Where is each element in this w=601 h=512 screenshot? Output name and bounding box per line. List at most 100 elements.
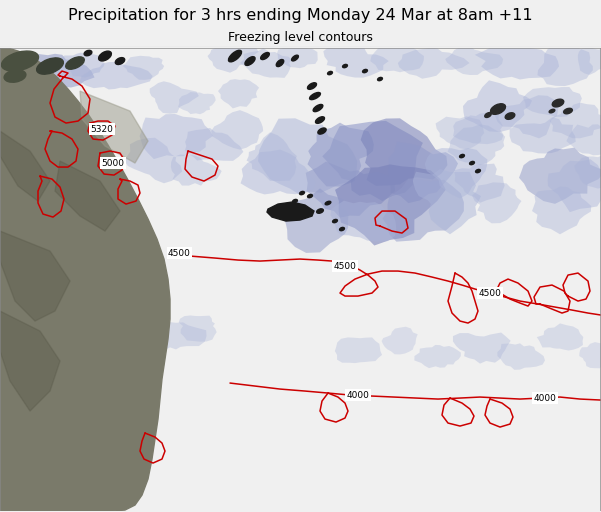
Polygon shape <box>436 116 484 150</box>
Ellipse shape <box>340 227 344 231</box>
Polygon shape <box>454 164 505 203</box>
Ellipse shape <box>1 51 38 71</box>
Text: 4000: 4000 <box>347 391 370 399</box>
Polygon shape <box>414 345 461 368</box>
Polygon shape <box>550 102 601 138</box>
Ellipse shape <box>475 169 480 173</box>
Polygon shape <box>124 138 182 183</box>
Polygon shape <box>370 46 424 72</box>
Polygon shape <box>240 48 291 78</box>
Polygon shape <box>0 311 60 411</box>
Ellipse shape <box>549 109 555 113</box>
Polygon shape <box>178 315 216 342</box>
Polygon shape <box>147 322 207 351</box>
Text: 4500: 4500 <box>168 248 191 258</box>
Polygon shape <box>267 202 314 221</box>
Ellipse shape <box>228 50 242 62</box>
Polygon shape <box>413 169 481 234</box>
Polygon shape <box>475 43 559 79</box>
Polygon shape <box>258 118 357 194</box>
Polygon shape <box>207 40 258 73</box>
Ellipse shape <box>99 51 111 61</box>
Text: 5320: 5320 <box>91 124 114 134</box>
Ellipse shape <box>316 117 325 123</box>
Polygon shape <box>185 128 243 161</box>
Ellipse shape <box>490 104 505 114</box>
Polygon shape <box>171 155 222 186</box>
Ellipse shape <box>261 53 269 59</box>
Ellipse shape <box>343 65 347 68</box>
Polygon shape <box>537 45 593 86</box>
Ellipse shape <box>377 77 382 81</box>
Polygon shape <box>453 332 511 364</box>
Polygon shape <box>495 95 558 138</box>
Polygon shape <box>0 131 50 201</box>
Polygon shape <box>448 124 505 165</box>
Polygon shape <box>510 117 576 154</box>
Polygon shape <box>398 48 469 79</box>
Ellipse shape <box>293 199 297 203</box>
Polygon shape <box>578 48 601 75</box>
Ellipse shape <box>564 109 572 114</box>
Polygon shape <box>388 142 458 203</box>
Ellipse shape <box>245 57 255 66</box>
Polygon shape <box>335 337 382 363</box>
Ellipse shape <box>328 71 332 75</box>
Ellipse shape <box>552 99 564 107</box>
Polygon shape <box>240 150 316 195</box>
Ellipse shape <box>310 93 320 100</box>
Polygon shape <box>566 124 601 155</box>
Ellipse shape <box>485 113 491 117</box>
Polygon shape <box>277 45 318 68</box>
Polygon shape <box>445 46 503 75</box>
Ellipse shape <box>4 70 26 82</box>
Polygon shape <box>246 133 297 181</box>
Text: 4500: 4500 <box>478 289 501 297</box>
Ellipse shape <box>332 220 337 223</box>
Polygon shape <box>574 154 601 188</box>
Text: 4000: 4000 <box>534 394 557 402</box>
Ellipse shape <box>505 113 515 119</box>
Polygon shape <box>139 114 213 159</box>
Polygon shape <box>211 110 263 150</box>
Polygon shape <box>123 56 164 80</box>
Polygon shape <box>532 186 591 234</box>
Polygon shape <box>425 148 487 199</box>
Polygon shape <box>55 161 120 231</box>
Polygon shape <box>322 121 423 201</box>
Polygon shape <box>498 344 545 370</box>
Polygon shape <box>453 113 504 144</box>
Polygon shape <box>0 231 70 321</box>
Ellipse shape <box>308 195 313 198</box>
Ellipse shape <box>325 201 331 205</box>
Polygon shape <box>579 342 601 368</box>
Polygon shape <box>178 92 216 114</box>
Polygon shape <box>308 123 374 186</box>
Text: Precipitation for 3 hrs ending Monday 24 Mar at 8am +11: Precipitation for 3 hrs ending Monday 24… <box>68 8 533 23</box>
Polygon shape <box>548 159 601 212</box>
Polygon shape <box>59 50 105 77</box>
Polygon shape <box>382 179 464 242</box>
Polygon shape <box>537 324 584 351</box>
Polygon shape <box>150 81 199 114</box>
Polygon shape <box>335 164 446 246</box>
Polygon shape <box>281 188 349 253</box>
Polygon shape <box>472 182 522 223</box>
Ellipse shape <box>291 55 299 61</box>
Ellipse shape <box>276 59 284 67</box>
Ellipse shape <box>317 209 323 214</box>
Ellipse shape <box>308 83 317 90</box>
Polygon shape <box>28 54 94 89</box>
Polygon shape <box>382 327 418 354</box>
Polygon shape <box>331 201 396 242</box>
Ellipse shape <box>362 70 367 73</box>
Polygon shape <box>80 91 148 163</box>
Ellipse shape <box>84 50 92 56</box>
Text: 5000: 5000 <box>102 159 124 167</box>
Ellipse shape <box>318 128 326 134</box>
Polygon shape <box>523 87 582 117</box>
Polygon shape <box>0 48 170 511</box>
Polygon shape <box>306 161 395 218</box>
Polygon shape <box>463 80 532 132</box>
Ellipse shape <box>460 155 465 158</box>
